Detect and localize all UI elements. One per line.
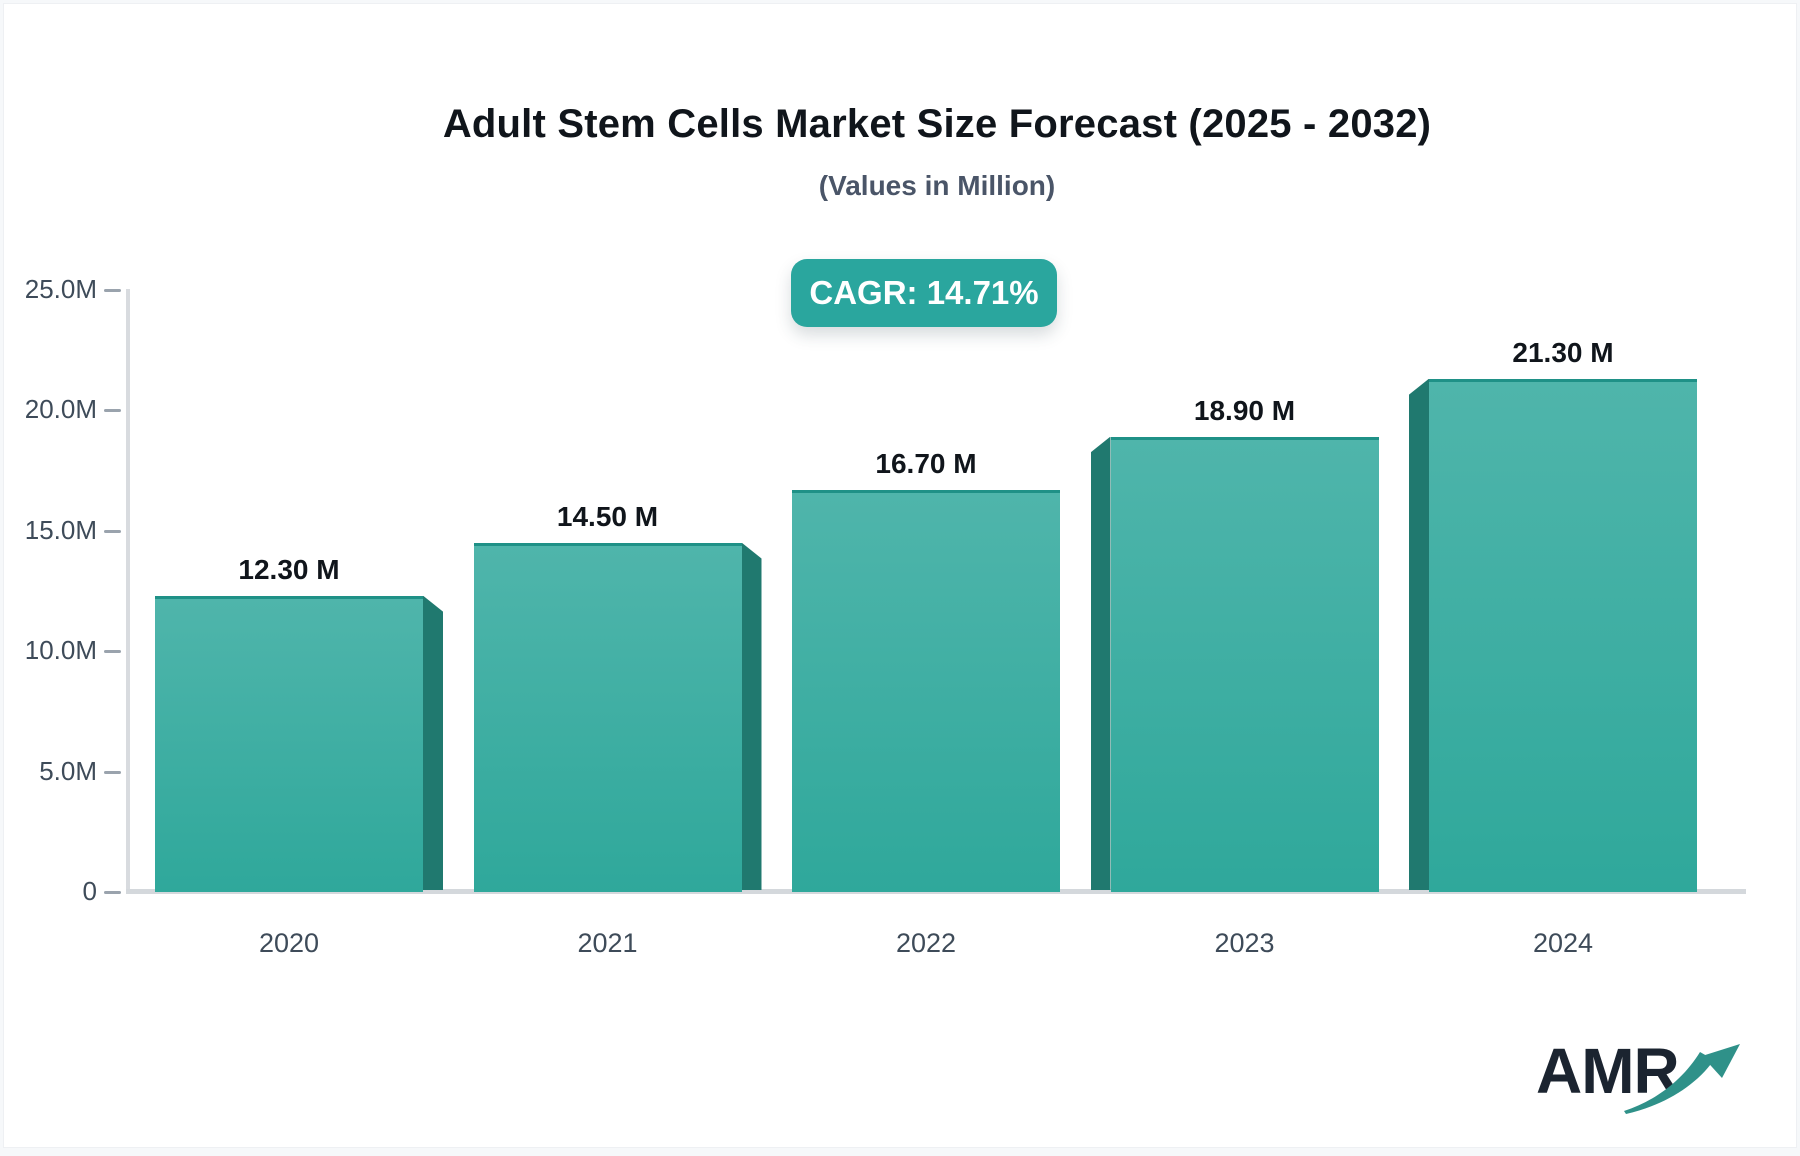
bar-2020 xyxy=(155,595,423,892)
bar-2023 xyxy=(1110,436,1379,892)
bar-value-label: 14.50 M xyxy=(556,500,659,532)
x-tick-label: 2024 xyxy=(1532,928,1594,958)
bar-2022 xyxy=(792,489,1060,892)
bar-side-panel xyxy=(423,595,443,890)
y-tick-label: 0 xyxy=(82,876,97,906)
bar-value-label: 18.90 M xyxy=(1193,394,1296,426)
chart-card: Adult Stem Cells Market Size Forecast (2… xyxy=(3,3,1797,1148)
amr-logo: AMR xyxy=(1524,1026,1740,1116)
y-tick-label: 10.0M xyxy=(24,635,97,665)
chart-subtitle: (Values in Million) xyxy=(818,170,1056,201)
y-tick-mark xyxy=(104,650,121,653)
bar-side-panel xyxy=(1090,436,1111,890)
y-tick-mark xyxy=(104,770,121,774)
x-tick-label: 2021 xyxy=(577,928,638,958)
bar-side-panel xyxy=(1409,378,1429,890)
bar-value-label: 12.30 M xyxy=(238,553,340,585)
y-tick-label: 20.0M xyxy=(24,394,97,424)
bar-2024 xyxy=(1429,378,1697,892)
y-tick-mark xyxy=(104,288,121,292)
y-tick-mark xyxy=(104,529,121,533)
x-tick-label: 2022 xyxy=(895,928,957,958)
logo-text: AMR xyxy=(1536,1035,1680,1107)
chart-title: Adult Stem Cells Market Size Forecast (2… xyxy=(442,102,1432,146)
bar-2021 xyxy=(473,542,742,892)
x-tick-label: 2020 xyxy=(258,928,320,958)
cagr-badge-label: CAGR: 14.71% xyxy=(809,274,1039,311)
y-axis-line xyxy=(126,289,130,894)
y-tick-mark xyxy=(104,891,121,894)
bar-side-panel xyxy=(741,542,762,890)
y-tick-mark xyxy=(104,409,121,412)
bar-chart-plot: 25.0M 20.0M 15.0M 10.0M 5.0M 0 12.30 M 2020 14.5… xyxy=(4,4,1800,1156)
x-tick-label: 2023 xyxy=(1214,928,1275,958)
y-tick-label: 5.0M xyxy=(39,755,97,786)
bar-value-label: 21.30 M xyxy=(1512,336,1614,368)
cagr-badge: CAGR: 14.71% xyxy=(791,259,1057,327)
bar-value-label: 16.70 M xyxy=(875,447,977,479)
logo-arrow-icon xyxy=(1624,1044,1740,1114)
y-tick-label: 25.0M xyxy=(24,273,97,304)
y-tick-label: 15.0M xyxy=(24,514,97,545)
